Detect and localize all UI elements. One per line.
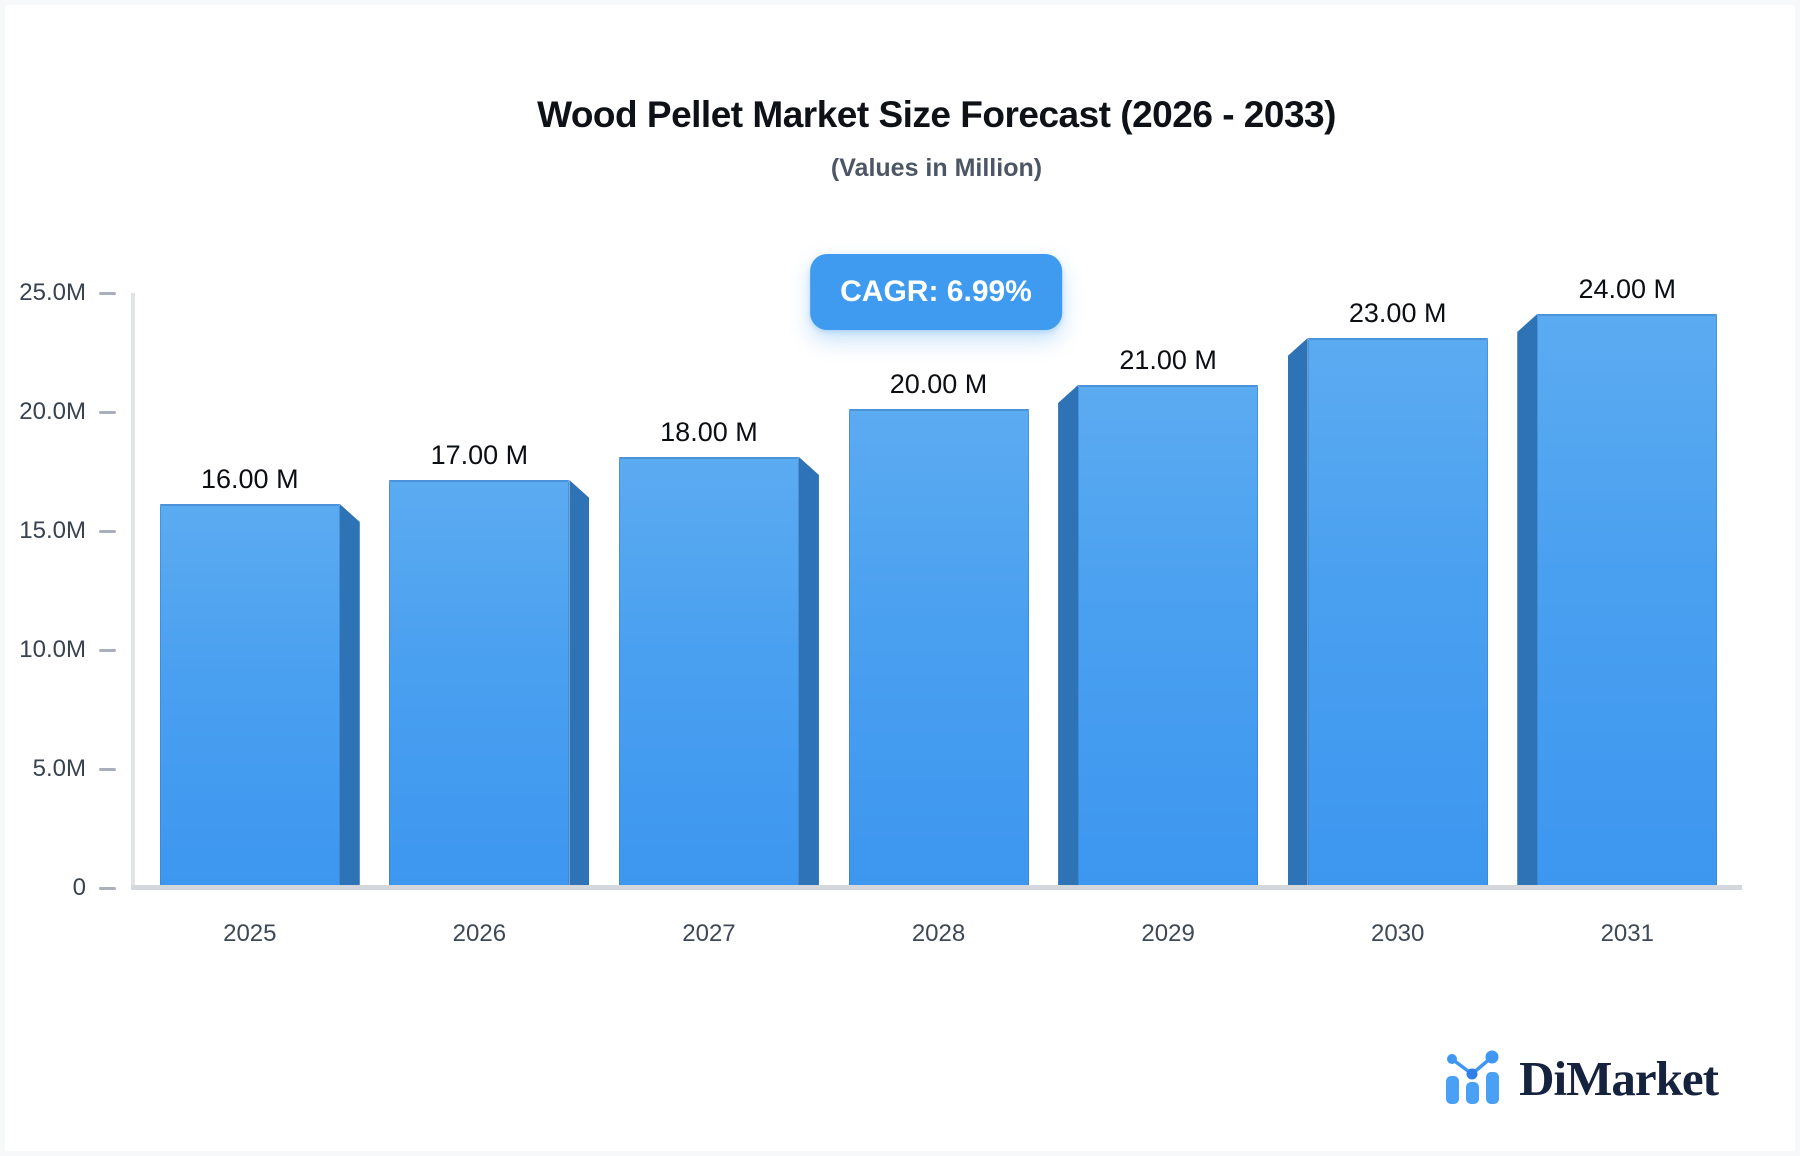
logo-text: DiMarket (1519, 1050, 1719, 1106)
y-tick-dash (99, 648, 116, 652)
bar-column: 16.00 M 2025 (135, 230, 365, 947)
bar-value-label: 20.00 M (889, 369, 988, 399)
x-axis-label: 2029 (1141, 920, 1195, 947)
bar: 21.00 M (1058, 345, 1259, 885)
bar: 24.00 M (1517, 274, 1718, 885)
chart-subtitle: (Values in Million) (830, 154, 1043, 182)
y-tick-dash (99, 529, 116, 533)
y-tick-dash (99, 886, 116, 890)
bar: 17.00 M (389, 440, 590, 885)
bar-side-face (569, 480, 590, 885)
bar-side-face (339, 504, 360, 885)
bar-column: 21.00 M 2029 (1053, 230, 1283, 947)
chart-title: Wood Pellet Market Size Forecast (2026 -… (537, 94, 1336, 135)
bar-column: 24.00 M 2031 (1512, 230, 1742, 947)
bar-value-label: 16.00 M (201, 464, 299, 494)
bar-column: 23.00 M 2030 (1283, 230, 1513, 947)
y-axis-line (131, 293, 135, 890)
bar-front-face (389, 480, 570, 885)
bar-side-face (1058, 385, 1079, 885)
x-axis-label: 2025 (223, 920, 277, 947)
chart-header: Wood Pellet Market Size Forecast (2026 -… (131, 0, 1742, 183)
y-tick-label: 0 (72, 874, 86, 901)
y-tick-label: 15.0M (19, 517, 86, 544)
y-tick: 10.0M (0, 635, 131, 665)
bar-value-label: 24.00 M (1578, 274, 1677, 304)
bar-front-face (159, 504, 340, 885)
bar-side-face (1287, 338, 1308, 885)
y-tick: 25.0M (0, 278, 131, 308)
y-tick-label: 5.0M (32, 755, 86, 782)
bar: 20.00 M (848, 369, 1029, 885)
y-tick: 0 (0, 873, 131, 903)
plot-area: 25.0M 20.0M 15.0M 10.0M 5.0M 0 16.00 M 2025 17.… (19, 230, 1742, 947)
x-axis-label: 2027 (682, 920, 736, 947)
bar-value-label: 18.00 M (660, 417, 758, 447)
x-axis-label: 2028 (911, 920, 966, 947)
bar-value-label: 21.00 M (1119, 345, 1217, 375)
y-tick: 15.0M (0, 516, 131, 546)
bar-side-face (1517, 314, 1538, 885)
bar-front-face (1537, 314, 1718, 885)
bar-front-face (848, 409, 1029, 885)
y-tick-label: 10.0M (19, 636, 86, 663)
y-tick: 20.0M (0, 397, 131, 427)
bar-columns: 16.00 M 2025 17.00 M 2026 18.00 M 2027 20.00 M… (135, 230, 1742, 947)
cagr-badge: CAGR: 6.99% (810, 254, 1062, 330)
y-tick-label: 25.0M (19, 279, 86, 306)
bar: 18.00 M (618, 417, 819, 885)
bar: 16.00 M (159, 464, 360, 885)
x-axis-label: 2030 (1370, 920, 1425, 947)
mini-bar-line-chart-icon (1446, 1050, 1500, 1104)
bar-value-label: 17.00 M (430, 440, 529, 470)
y-tick-label: 20.0M (19, 398, 86, 425)
bar-column: 18.00 M 2027 (594, 230, 824, 947)
y-tick-dash (99, 291, 116, 295)
y-tick-dash (99, 410, 116, 414)
dimarket-logo: DiMarket (1440, 1046, 1719, 1110)
x-axis-label: 2031 (1600, 920, 1654, 947)
bar-front-face (1307, 338, 1488, 885)
bar-front-face (1078, 385, 1259, 885)
bar: 23.00 M (1287, 298, 1488, 885)
bar-column: 17.00 M 2026 (365, 230, 595, 947)
bar-front-face (618, 457, 799, 885)
bar-value-label: 23.00 M (1348, 298, 1447, 328)
y-tick: 5.0M (0, 754, 131, 784)
bar-column: 20.00 M 2028 (824, 230, 1054, 947)
x-axis-label: 2026 (452, 920, 507, 947)
y-tick-dash (99, 767, 116, 771)
x-axis-line (131, 885, 1742, 890)
bar-side-face (798, 457, 819, 885)
